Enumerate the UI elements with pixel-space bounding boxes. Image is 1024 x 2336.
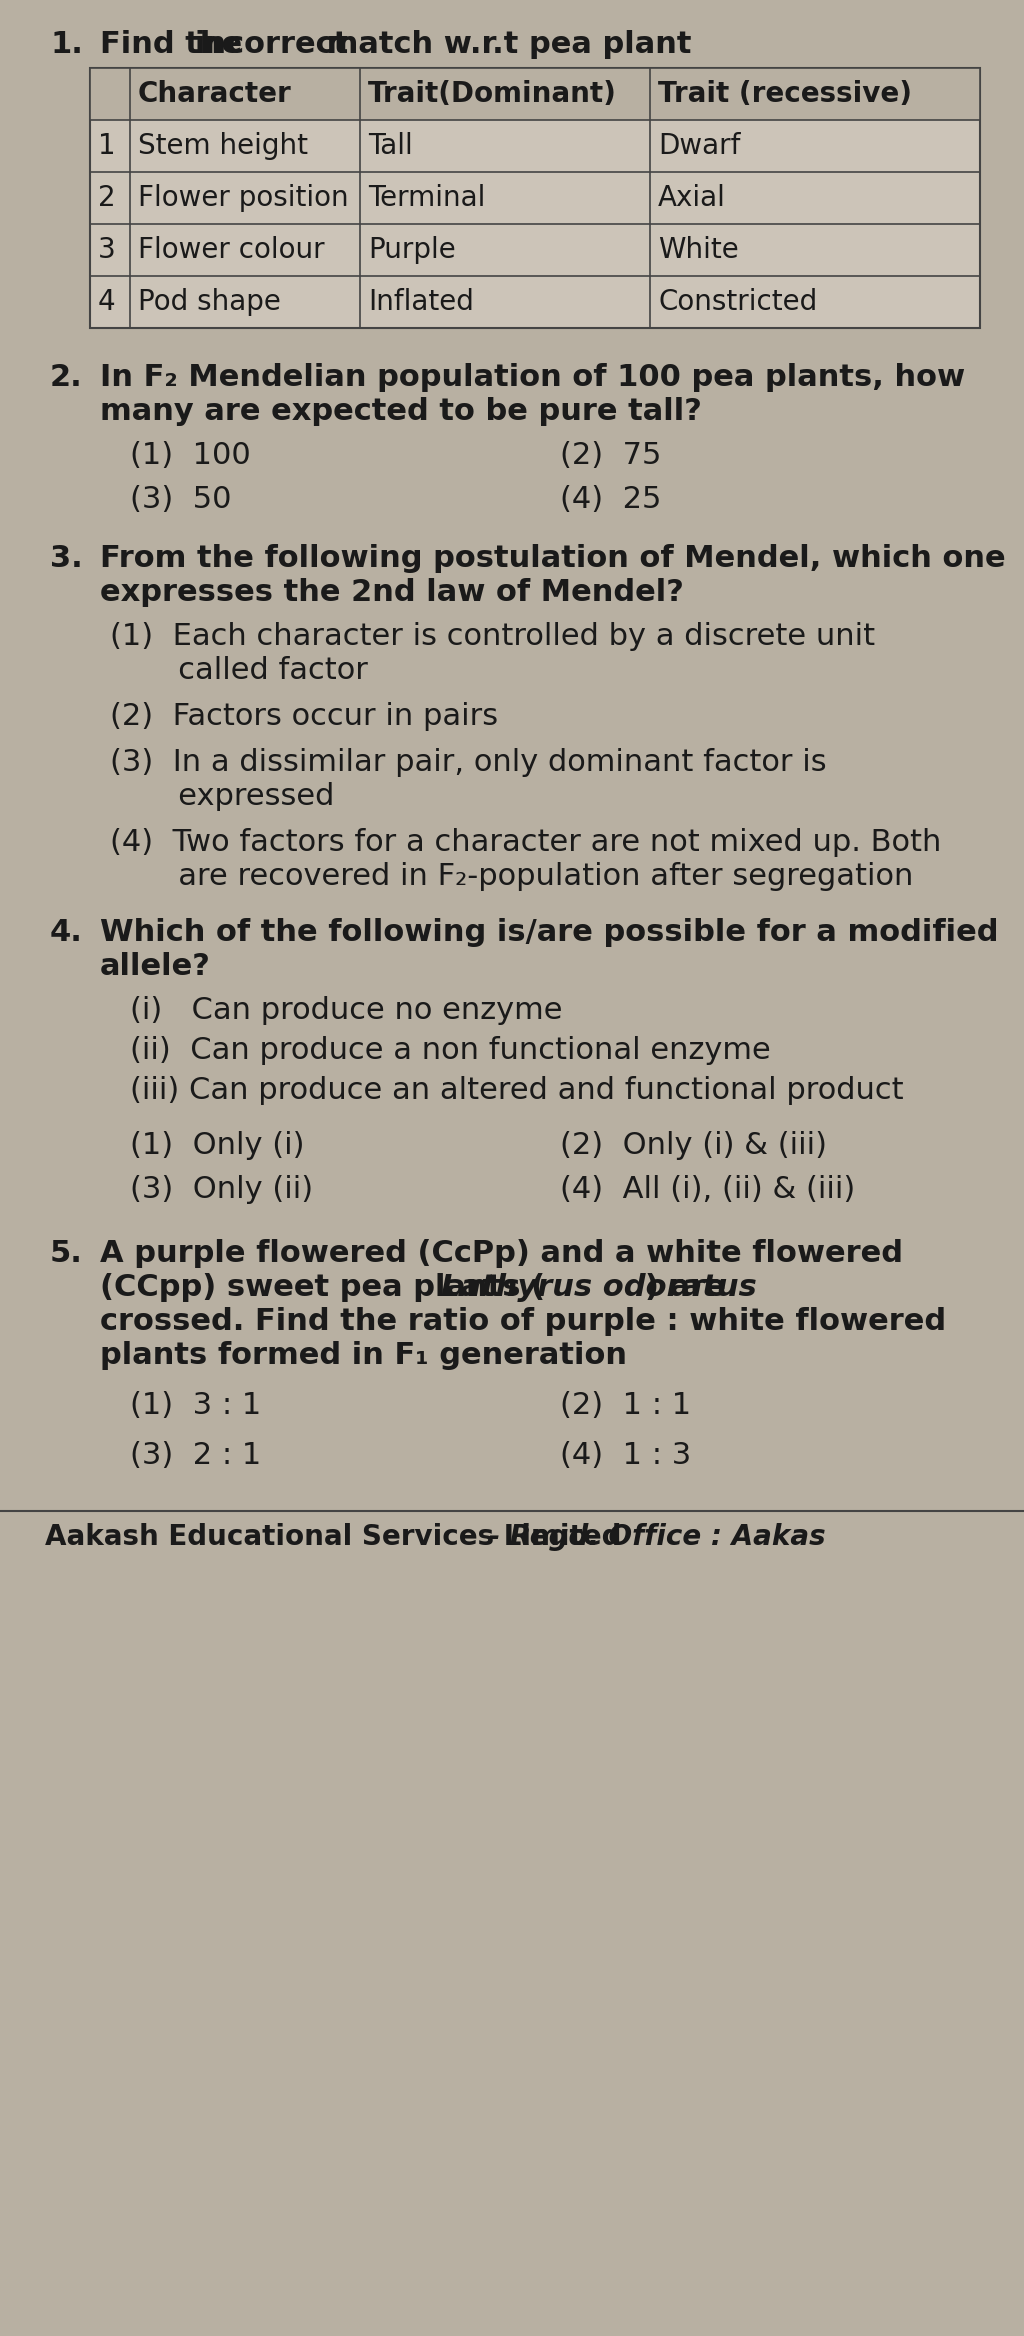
Bar — [90, 68, 980, 119]
Text: crossed. Find the ratio of purple : white flowered: crossed. Find the ratio of purple : whit… — [100, 1308, 946, 1336]
Text: Lathyrus odoratus: Lathyrus odoratus — [441, 1273, 757, 1301]
Text: allele?: allele? — [100, 953, 211, 981]
Text: White: White — [658, 236, 738, 264]
Bar — [90, 68, 980, 327]
Text: 4: 4 — [98, 287, 116, 315]
Text: 1.: 1. — [50, 30, 83, 58]
Text: 4.: 4. — [50, 918, 83, 946]
Text: - Regd. Office : Aakas: - Regd. Office : Aakas — [479, 1523, 825, 1551]
Text: expressed: expressed — [110, 783, 335, 811]
Text: (ii)  Can produce a non functional enzyme: (ii) Can produce a non functional enzyme — [130, 1035, 771, 1065]
Text: Dwarf: Dwarf — [658, 133, 740, 159]
Text: match w.r.t pea plant: match w.r.t pea plant — [316, 30, 691, 58]
Text: (3)  In a dissimilar pair, only dominant factor is: (3) In a dissimilar pair, only dominant … — [110, 748, 826, 778]
Text: Trait(Dominant): Trait(Dominant) — [368, 79, 616, 107]
Text: (4)  1 : 3: (4) 1 : 3 — [560, 1441, 691, 1469]
Text: 3: 3 — [98, 236, 116, 264]
Text: 2: 2 — [98, 185, 116, 213]
Text: ) are: ) are — [645, 1273, 726, 1301]
Text: (1)  3 : 1: (1) 3 : 1 — [130, 1390, 261, 1420]
Text: (4)  Two factors for a character are not mixed up. Both: (4) Two factors for a character are not … — [110, 827, 941, 857]
Text: 1: 1 — [98, 133, 116, 159]
Text: Purple: Purple — [368, 236, 456, 264]
Text: In F₂ Mendelian population of 100 pea plants, how: In F₂ Mendelian population of 100 pea pl… — [100, 362, 966, 392]
Text: (3)  50: (3) 50 — [130, 486, 231, 514]
Text: incorrect: incorrect — [195, 30, 349, 58]
Text: many are expected to be pure tall?: many are expected to be pure tall? — [100, 397, 701, 425]
Text: called factor: called factor — [110, 656, 368, 684]
Text: A purple flowered (CcPp) and a white flowered: A purple flowered (CcPp) and a white flo… — [100, 1238, 903, 1268]
Text: (2)  1 : 1: (2) 1 : 1 — [560, 1390, 691, 1420]
Text: Terminal: Terminal — [368, 185, 485, 213]
Text: Pod shape: Pod shape — [138, 287, 281, 315]
Text: Character: Character — [138, 79, 292, 107]
Text: expresses the 2nd law of Mendel?: expresses the 2nd law of Mendel? — [100, 577, 684, 607]
Text: Inflated: Inflated — [368, 287, 474, 315]
Text: (3)  Only (ii): (3) Only (ii) — [130, 1175, 313, 1203]
Text: Flower colour: Flower colour — [138, 236, 325, 264]
Text: 3.: 3. — [50, 544, 83, 572]
Text: Find the: Find the — [100, 30, 253, 58]
Text: 2.: 2. — [50, 362, 83, 392]
Text: (CCpp) sweet pea plants (: (CCpp) sweet pea plants ( — [100, 1273, 545, 1301]
Text: Stem height: Stem height — [138, 133, 308, 159]
Text: (i)   Can produce no enzyme: (i) Can produce no enzyme — [130, 995, 562, 1026]
Text: (2)  Only (i) & (iii): (2) Only (i) & (iii) — [560, 1131, 827, 1161]
Text: (1)  Each character is controlled by a discrete unit: (1) Each character is controlled by a di… — [110, 621, 876, 652]
Text: From the following postulation of Mendel, which one: From the following postulation of Mendel… — [100, 544, 1006, 572]
Text: (iii) Can produce an altered and functional product: (iii) Can produce an altered and functio… — [130, 1077, 903, 1105]
Text: are recovered in F₂-population after segregation: are recovered in F₂-population after seg… — [110, 862, 913, 890]
Text: (1)  100: (1) 100 — [130, 442, 251, 470]
Text: (3)  2 : 1: (3) 2 : 1 — [130, 1441, 261, 1469]
Text: (2)  Factors occur in pairs: (2) Factors occur in pairs — [110, 703, 498, 731]
Text: Trait (recessive): Trait (recessive) — [658, 79, 912, 107]
Text: Flower position: Flower position — [138, 185, 348, 213]
Text: Axial: Axial — [658, 185, 726, 213]
Text: (2)  75: (2) 75 — [560, 442, 662, 470]
Text: Which of the following is/are possible for a modified: Which of the following is/are possible f… — [100, 918, 998, 946]
Text: Tall: Tall — [368, 133, 413, 159]
Text: Constricted: Constricted — [658, 287, 817, 315]
Text: (4)  25: (4) 25 — [560, 486, 662, 514]
Text: 5.: 5. — [50, 1238, 83, 1268]
Text: (4)  All (i), (ii) & (iii): (4) All (i), (ii) & (iii) — [560, 1175, 855, 1203]
Text: (1)  Only (i): (1) Only (i) — [130, 1131, 304, 1161]
Text: Aakash Educational Services Limited: Aakash Educational Services Limited — [45, 1523, 622, 1551]
Text: plants formed in F₁ generation: plants formed in F₁ generation — [100, 1341, 627, 1369]
